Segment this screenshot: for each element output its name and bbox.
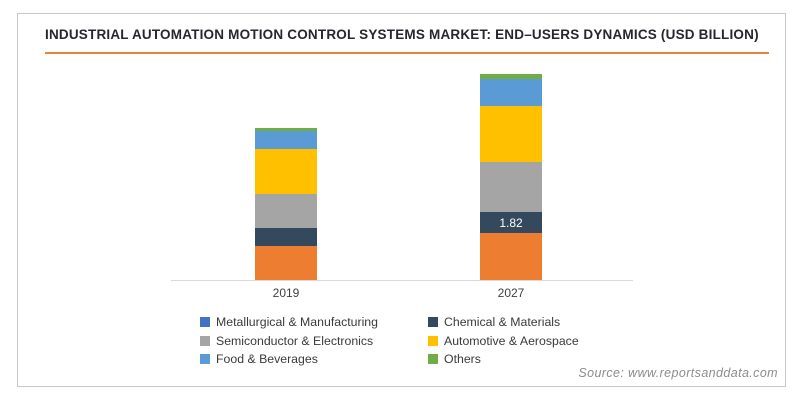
chart-title: INDUSTRIAL AUTOMATION MOTION CONTROL SYS…	[45, 27, 759, 42]
legend-item: Metallurgical & Manufacturing	[200, 315, 428, 329]
legend-swatch	[428, 335, 438, 346]
legend-item: Chemical & Materials	[428, 315, 579, 329]
bar-segment	[255, 246, 317, 280]
bar-segment	[480, 233, 542, 280]
legend-label: Metallurgical & Manufacturing	[216, 315, 378, 330]
x-axis-line	[171, 280, 633, 281]
bar-segment	[480, 106, 542, 162]
x-axis-label-2019: 2019	[272, 286, 300, 300]
legend-swatch	[428, 354, 438, 365]
title-underline	[45, 52, 769, 54]
bar-segment	[480, 162, 542, 212]
plot-area: 1.82 2019 2027	[18, 14, 787, 388]
bar-segment	[255, 149, 317, 194]
stacked-bar-2019	[255, 128, 317, 280]
legend-label: Semiconductor & Electronics	[216, 333, 374, 348]
legend-swatch	[200, 317, 210, 328]
legend-label: Automotive & Aerospace	[444, 333, 579, 348]
legend-swatch	[200, 354, 210, 365]
legend-swatch	[200, 335, 210, 346]
bar-segment: 1.82	[480, 212, 542, 233]
legend-swatch	[428, 317, 438, 328]
legend: Metallurgical & Manufacturing Chemical & …	[200, 313, 579, 369]
bar-segment	[480, 79, 542, 106]
bar-segment	[255, 194, 317, 228]
data-label: 1.82	[499, 215, 523, 230]
legend-item: Food & Beverages	[200, 352, 428, 366]
legend-label: Others	[444, 352, 481, 367]
chart-card: INDUSTRIAL AUTOMATION MOTION CONTROL SYS…	[17, 13, 786, 387]
legend-item: Automotive & Aerospace	[428, 334, 579, 348]
source-link[interactable]: Source: www.reportsanddata.com	[578, 366, 778, 380]
x-axis-label-2027: 2027	[497, 286, 525, 300]
bar-segment	[255, 128, 317, 131]
legend-label: Chemical & Materials	[444, 315, 561, 330]
bar-segment	[255, 131, 317, 149]
legend-item: Others	[428, 352, 579, 366]
legend-item: Semiconductor & Electronics	[200, 334, 428, 348]
stacked-bar-2027: 1.82	[480, 74, 542, 280]
legend-label: Food & Beverages	[216, 352, 318, 367]
bar-segment	[255, 228, 317, 246]
bar-segment	[480, 74, 542, 79]
